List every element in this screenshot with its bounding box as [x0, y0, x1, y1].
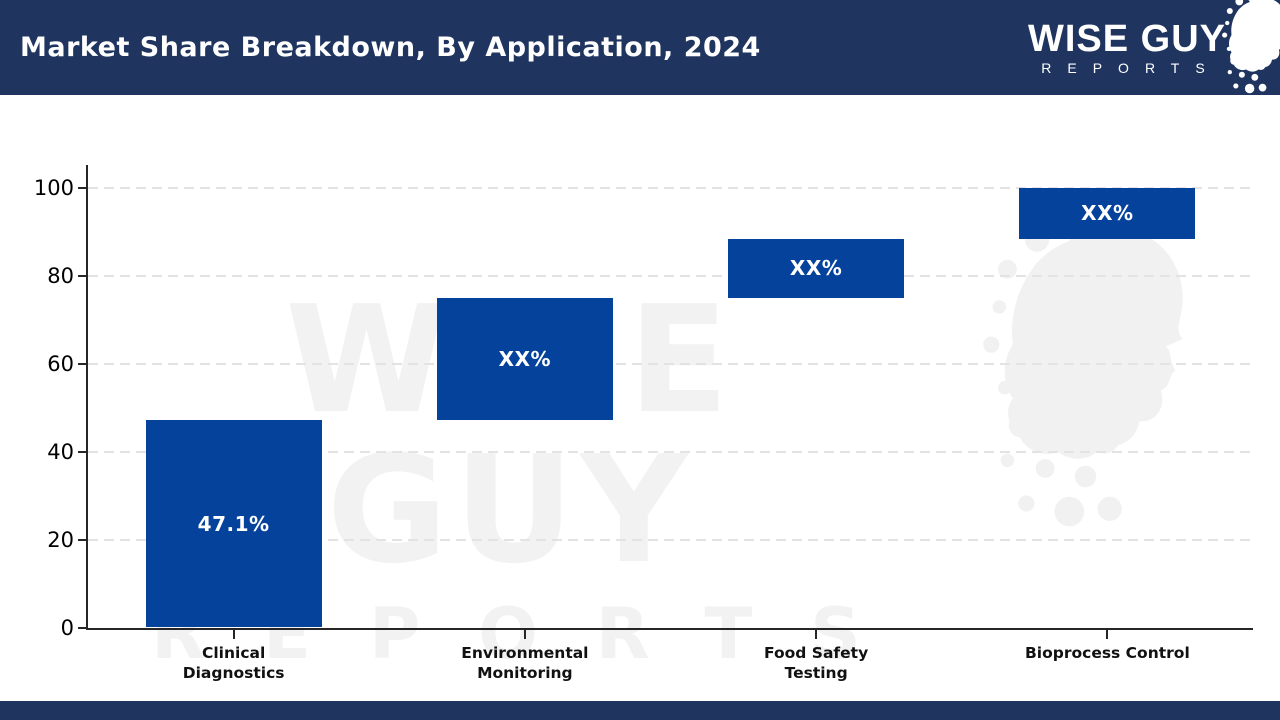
bar-segment-1: 47.1% [145, 420, 322, 628]
y-tick-0 [78, 626, 87, 629]
bar-value-label-1: 47.1% [197, 511, 270, 536]
y-tick-label-40: 40 [47, 439, 74, 464]
waterfall-chart: 0 20 40 60 80 100 47.1% Clinical Diagnostics XX%… [0, 95, 1280, 701]
y-tick-label-60: 60 [47, 351, 74, 376]
x-tick-1 [232, 629, 235, 639]
header-band: Market Share Breakdown, By Application, … [0, 0, 1280, 95]
x-tick-2 [523, 629, 526, 639]
x-tick-4 [1106, 629, 1109, 639]
page-title: Market Share Breakdown, By Application, … [20, 32, 761, 63]
gridline-60 [88, 362, 1253, 365]
category-label-2: Environmental Monitoring [461, 643, 589, 682]
category-label-4: Bioprocess Control [1024, 643, 1190, 662]
bar-segment-3: XX% [728, 238, 905, 299]
y-tick-label-0: 0 [60, 615, 74, 640]
category-label-3: Food Safety Testing [764, 643, 869, 682]
gridline-100 [88, 186, 1253, 189]
y-tick-80 [78, 274, 87, 277]
bar-value-label-3: XX% [789, 256, 843, 281]
bar-value-label-4: XX% [1081, 201, 1134, 226]
footer-band [0, 701, 1280, 720]
brand-wordmark: WISE GUY REPORTS [1028, 19, 1226, 77]
bar-segment-4: XX% [1019, 187, 1196, 239]
bar-value-label-2: XX% [498, 347, 552, 372]
category-label-1: Clinical Diagnostics [182, 643, 285, 682]
y-tick-100 [78, 186, 87, 189]
y-tick-label-20: 20 [47, 527, 74, 552]
bar-segment-2: XX% [436, 298, 613, 421]
y-tick-60 [78, 362, 87, 365]
y-tick-40 [78, 450, 87, 453]
y-tick-label-100: 100 [33, 175, 74, 200]
y-tick-label-80: 80 [47, 263, 74, 288]
brand-name-text: WISE GUY [1027, 17, 1226, 60]
brand-logo: WISE GUY REPORTS [1028, 0, 1280, 95]
gridline-80 [88, 274, 1253, 277]
gridline-40 [88, 450, 1253, 453]
y-axis-line [86, 165, 88, 630]
y-tick-20 [78, 538, 87, 541]
gridline-20 [88, 538, 1253, 541]
x-tick-3 [815, 629, 818, 639]
x-axis-line [86, 627, 1253, 630]
brand-subtitle-text: REPORTS [1041, 59, 1221, 76]
